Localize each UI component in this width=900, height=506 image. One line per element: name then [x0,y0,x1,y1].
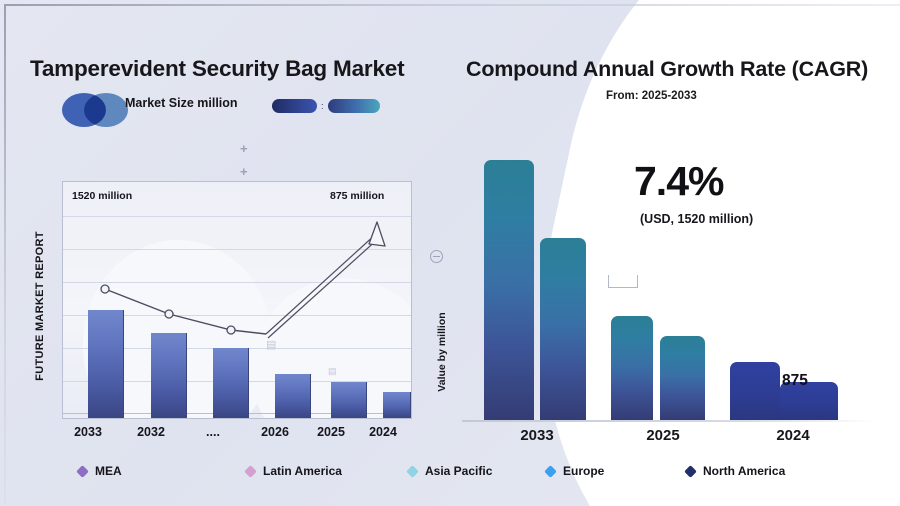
page-title-right: Compound Annual Growth Rate (CAGR) [466,57,869,81]
legend-pill-group: : [272,99,380,113]
legend: MEA Latin America Asia Pacific Europe No… [76,464,838,478]
minus-circle-icon [430,250,443,263]
bar-2026 [275,374,311,418]
arrow-head-icon [368,221,386,247]
x-tick-2024: 2024 [369,425,397,439]
bar-2033 [88,310,124,418]
line-marker [100,284,110,294]
legend-label: Asia Pacific [425,464,493,478]
bar-2024 [383,392,411,418]
left-frame-line [4,4,6,506]
plus-decor-icon-b: + [240,164,248,179]
legend-item-asia-pacific[interactable]: Asia Pacific [406,464,546,478]
mini-chart-icon-b: ▤ [328,366,337,376]
bar-2024-primary [730,362,780,420]
x-tick-2033: 2033 [74,425,102,439]
line-marker [226,325,236,335]
bar-value-label-875: 875 [782,372,808,389]
legend-item-north-america[interactable]: North America [684,464,786,478]
bar-2025 [331,382,367,418]
top-frame-line [4,4,900,6]
legend-item-mea[interactable]: MEA [76,464,246,478]
mini-chart-icon-a: ▤ [266,339,277,351]
x-tick-2025: 2025 [317,425,345,439]
legend-item-europe[interactable]: Europe [544,464,686,478]
page-title-left: Tamperevident Security Bag Market [30,56,405,81]
bar-2033-secondary [540,238,586,420]
legend-diamond-icon [544,464,557,478]
legend-label: North America [703,464,786,478]
line-marker [164,309,174,319]
pill-swatch-right [327,99,380,113]
left-chart-end-value-label: 875 million [330,190,385,202]
right-x-tick-2025: 2025 [646,427,680,444]
legend-diamond-icon [684,464,697,478]
gridline [63,216,411,217]
cagr-value: 7.4% [634,158,724,204]
legend-label: Latin America [263,464,342,478]
gridline [63,282,411,283]
bar-2033-primary [484,160,534,420]
x-tick-2032: 2032 [137,425,165,439]
gridline [63,249,411,250]
legend-diamond-icon [406,464,419,478]
legend-diamond-icon [244,464,257,478]
pill-swatch-left [272,99,317,113]
x-tick-ellipsis: .... [206,425,220,439]
plus-decor-icon-a: + [240,141,248,156]
legend-diamond-icon [76,464,89,478]
right-x-tick-2033: 2033 [520,427,554,444]
pill-separator: : [321,101,324,111]
left-chart-y-axis-label: FUTURE MARKET REPORT [34,231,46,381]
bar-2032 [151,333,187,418]
market-size-label: Market Size million [125,96,238,110]
brand-logo-icon [62,93,128,127]
right-chart-baseline [462,420,877,422]
date-range-subtitle: From: 2025-2033 [606,90,697,102]
cagr-usd-note: (USD, 1520 million) [640,212,754,226]
bar-ellipsis [213,348,249,418]
bar-2025-secondary [660,336,705,420]
legend-label: Europe [563,464,605,478]
legend-item-latin-america[interactable]: Latin America [244,464,408,478]
logo-circle-light [84,93,128,127]
left-chart-start-value-label: 1520 million [72,190,133,202]
gridline [63,315,411,316]
x-tick-2026: 2026 [261,425,289,439]
right-x-tick-2024: 2024 [776,427,810,444]
bar-2024-secondary [780,382,838,420]
bar-2025-primary [611,316,653,420]
right-chart-y-axis-label: Value by million [436,312,448,392]
right-chart-bracket-decor [608,275,638,288]
trend-line-overlay [100,221,386,339]
legend-label: MEA [95,464,122,478]
left-chart-plot-area: ▤ ▤ [62,181,412,419]
